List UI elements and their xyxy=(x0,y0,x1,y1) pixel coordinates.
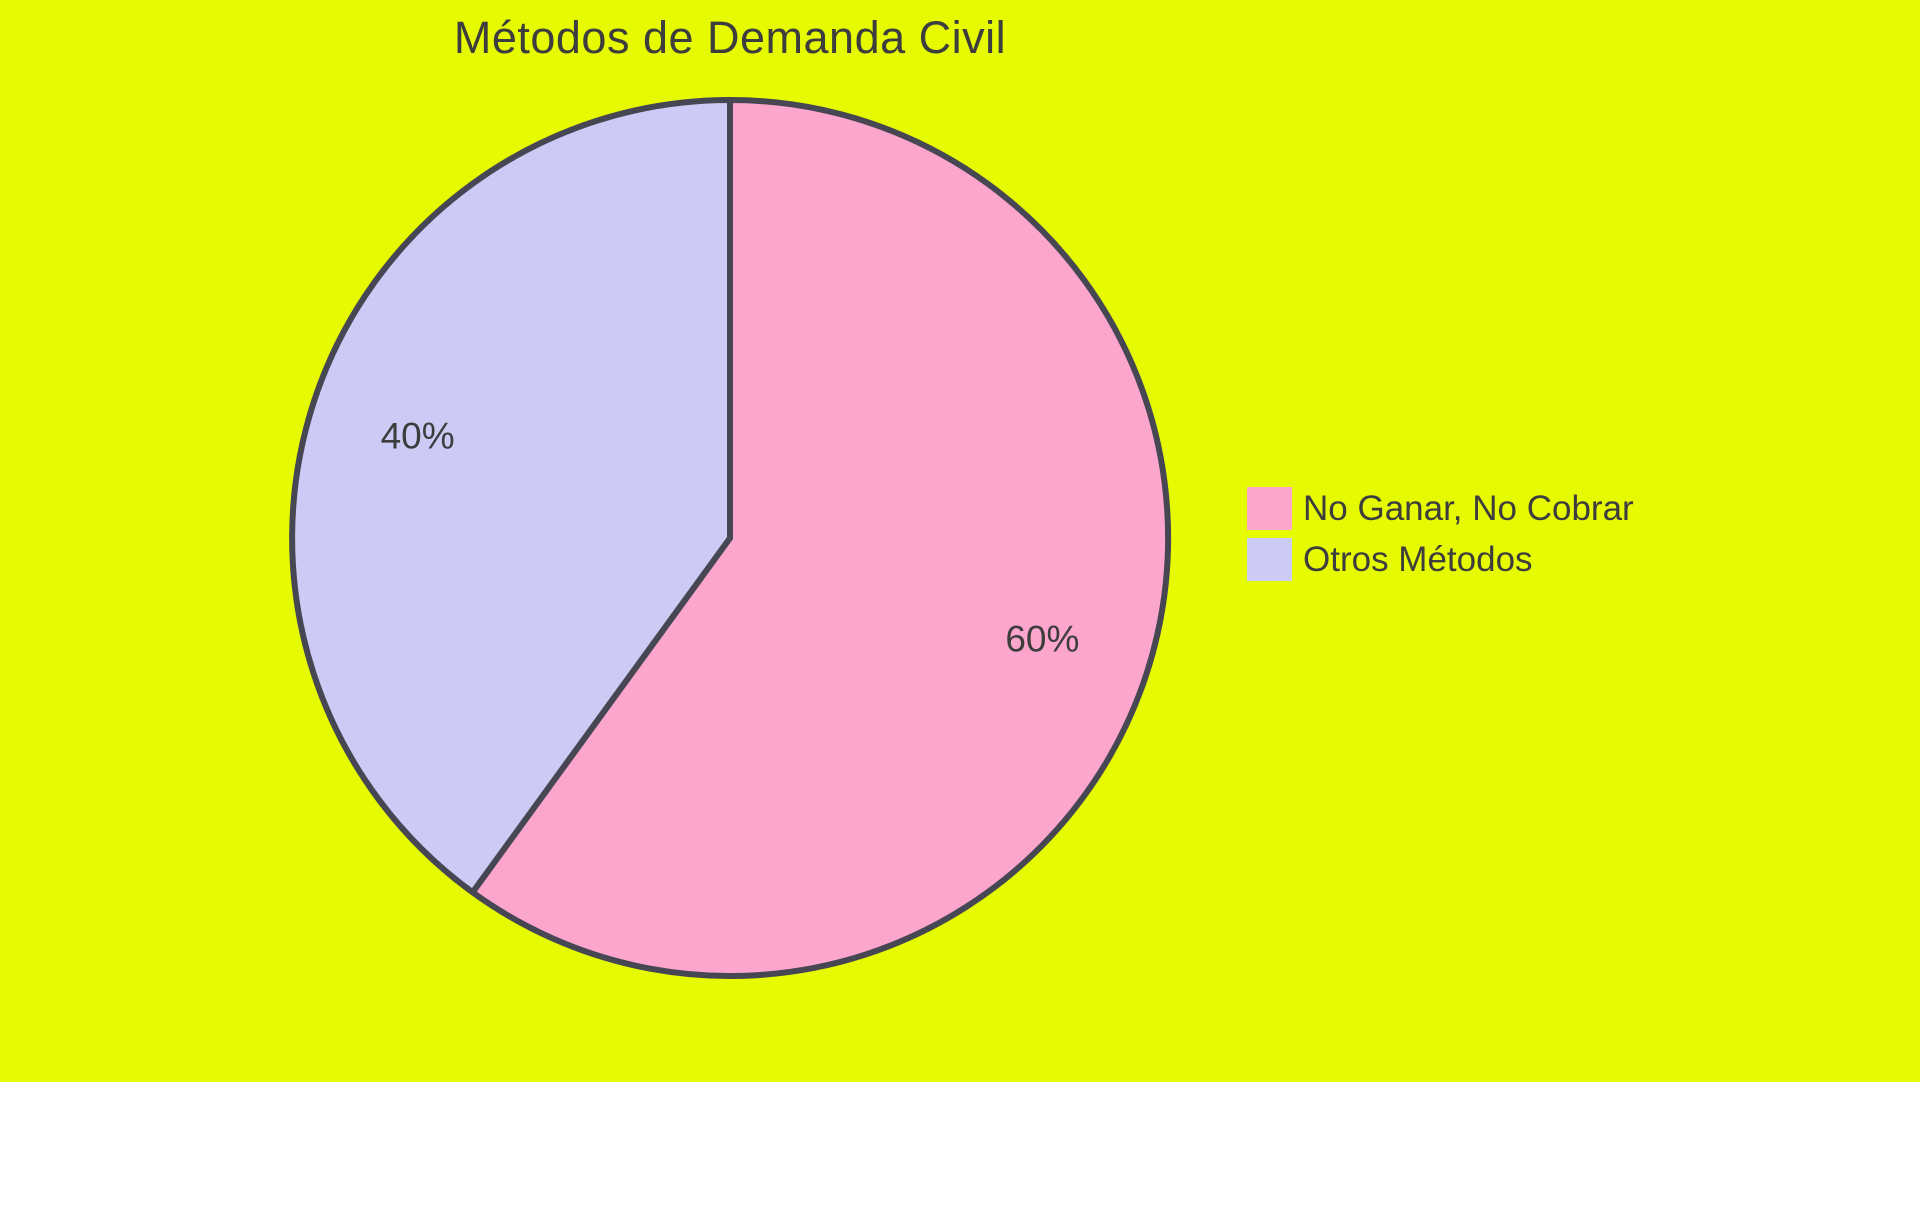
pie-percent-label: 60% xyxy=(1005,619,1079,660)
pie-slice-0 xyxy=(469,97,1172,979)
legend-swatch-lavender xyxy=(1247,538,1292,581)
legend-label: Otros Métodos xyxy=(1303,539,1533,579)
pie-slice-1 xyxy=(289,97,733,896)
legend: No Ganar, No Cobrar Otros Métodos xyxy=(1247,487,1634,581)
footer: VASQUEZ LAW FIRM, PLLC xyxy=(0,1082,1920,1215)
legend-item-otros-metodos: Otros Métodos xyxy=(1247,538,1634,581)
legend-swatch-pink xyxy=(1247,487,1292,530)
legend-item-no-ganar: No Ganar, No Cobrar xyxy=(1247,487,1634,530)
chart-background: Métodos de Demanda Civil 60% 40% No Ganar… xyxy=(0,0,1920,1082)
legend-label: No Ganar, No Cobrar xyxy=(1303,488,1634,528)
pie-percent-label: 40% xyxy=(381,416,455,457)
pie-chart: 60% 40% xyxy=(289,97,1172,979)
chart-title: Métodos de Demanda Civil xyxy=(453,12,1007,63)
